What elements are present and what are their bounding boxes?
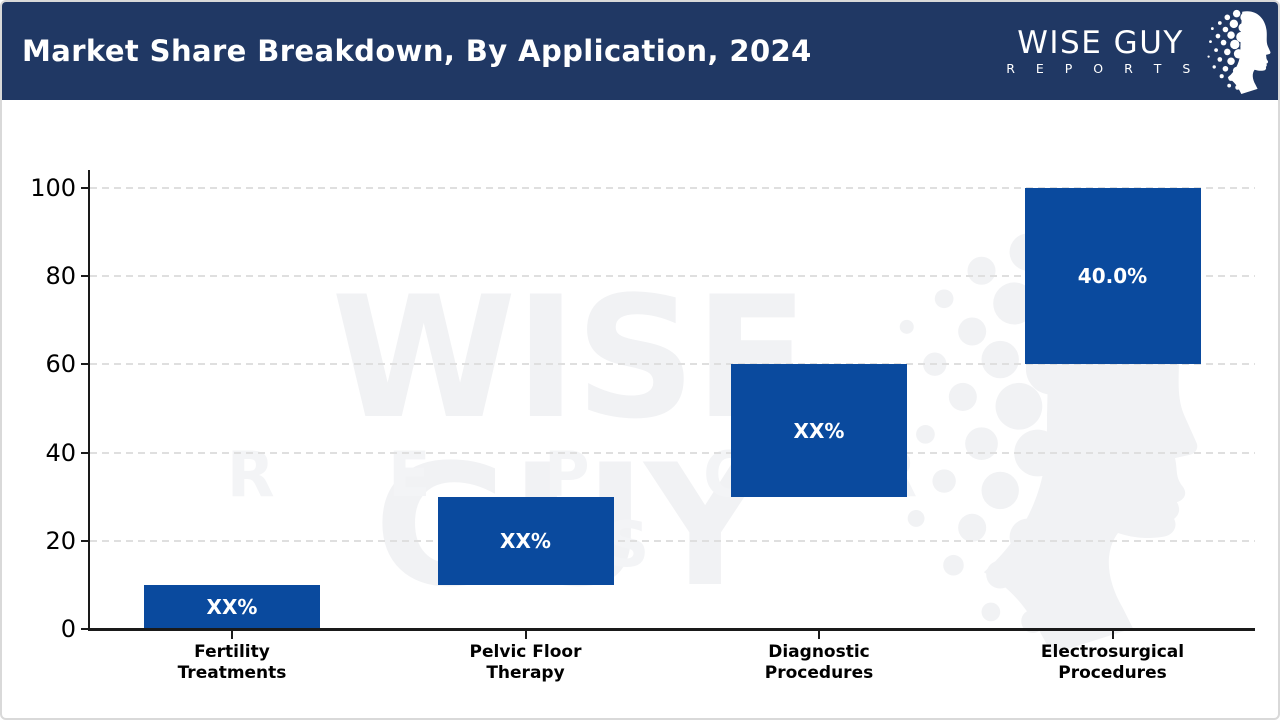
- x-axis-tick-1: [231, 631, 233, 639]
- x-axis-tick-4: [1111, 631, 1114, 639]
- y-tick-label-20: 20: [45, 526, 76, 555]
- x-category-label-3: Diagnostic Procedures: [764, 642, 874, 683]
- x-category-label-1: Fertility Treatments: [177, 642, 287, 683]
- y-tick-label-0: 0: [60, 615, 76, 643]
- x-axis-line: [88, 628, 1255, 631]
- gridline-y-80: [90, 275, 1255, 278]
- bar-value-label-1: XX%: [206, 594, 258, 619]
- x-category-label-4: Electrosurgical Procedures: [1040, 642, 1185, 683]
- y-axis-tick-0: [81, 628, 90, 630]
- page-title: Market Share Breakdown, By Application, …: [22, 34, 812, 68]
- gridline-y-40: [90, 451, 1255, 454]
- bar-value-label-3: XX%: [793, 418, 845, 443]
- y-axis-tick-20: [81, 539, 90, 542]
- header-banner: Market Share Breakdown, By Application, …: [2, 2, 1278, 100]
- gridline-y-100: [90, 187, 1255, 189]
- logo-brand-text: WISE GUY: [1017, 25, 1184, 61]
- y-tick-label-100: 100: [30, 174, 76, 202]
- bar-segment-3: XX%: [731, 364, 907, 497]
- y-axis-tick-60: [81, 363, 90, 366]
- logo-reports-text: R E P O R T S: [1006, 61, 1199, 76]
- x-axis-tick-3: [818, 631, 820, 639]
- y-tick-label-80: 80: [45, 262, 76, 291]
- x-category-label-2: Pelvic Floor Therapy: [469, 642, 582, 683]
- y-axis-line: [88, 170, 90, 631]
- y-axis-tick-80: [81, 275, 90, 278]
- y-tick-label-40: 40: [45, 438, 76, 467]
- bar-segment-1: XX%: [144, 584, 320, 629]
- bar-value-label-2: XX%: [500, 528, 551, 553]
- bar-segment-2: XX%: [437, 496, 614, 585]
- y-axis-tick-100: [81, 187, 90, 189]
- wiseguy-logo: WISE GUY R E P O R T S: [1002, 6, 1272, 96]
- gridline-y-60: [90, 363, 1255, 366]
- logo-head-icon: [1203, 8, 1272, 94]
- gridline-y-20: [90, 539, 1255, 542]
- y-axis-tick-40: [81, 451, 90, 454]
- x-axis-tick-2: [524, 631, 527, 639]
- logo-text: WISE GUY R E P O R T S: [1002, 26, 1199, 76]
- y-tick-label-60: 60: [45, 350, 76, 379]
